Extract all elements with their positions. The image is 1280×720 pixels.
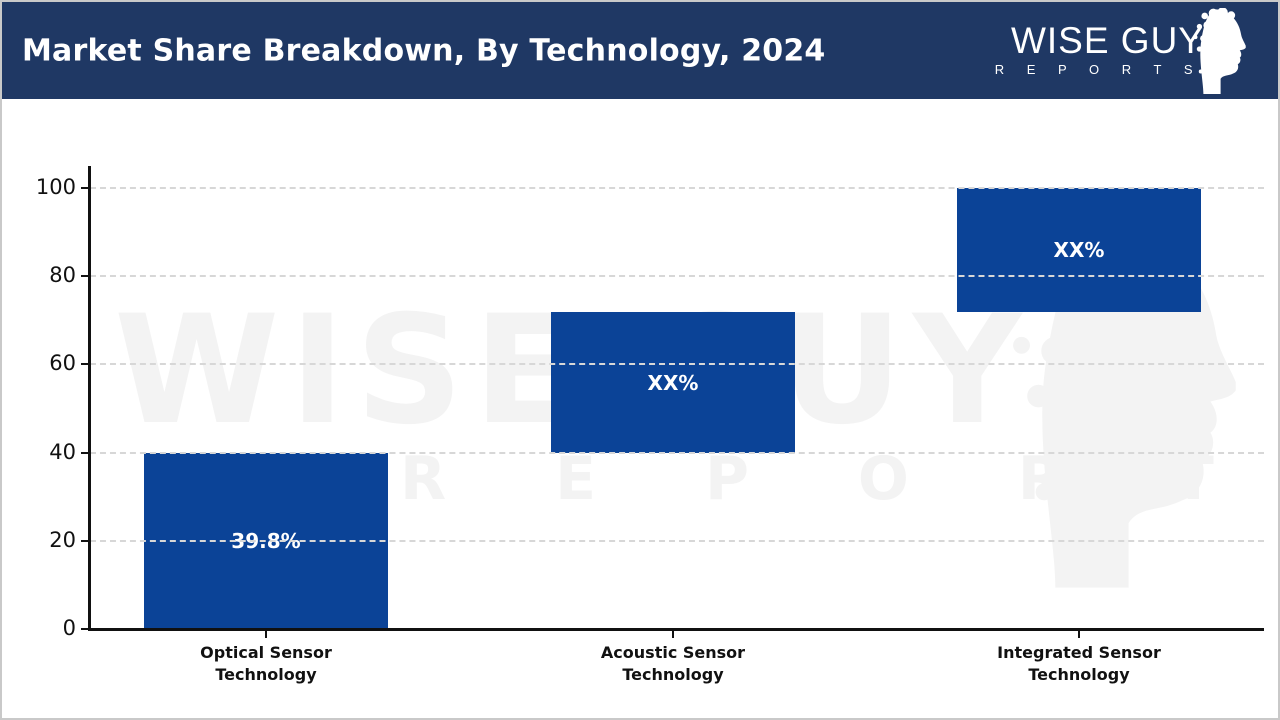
y-tickmark-20 [81, 539, 89, 542]
bar-value-label: XX% [647, 370, 699, 395]
x-tickmark-1 [265, 630, 267, 638]
gridline-60 [90, 363, 1264, 366]
gridline-100 [90, 187, 1264, 189]
y-tick-label-0: 0 [62, 616, 76, 640]
gridline-80 [90, 275, 1264, 278]
x-tickmark-3 [1078, 630, 1080, 638]
logo-subtitle: R E P O R T S [994, 62, 1202, 77]
x-category-label-3: Integrated Sensor Technology [997, 643, 1161, 684]
y-tickmark-0 [81, 628, 89, 630]
x-axis-line [90, 628, 1264, 631]
y-axis-line [88, 166, 91, 631]
x-category-label-1: Optical Sensor Technology [200, 643, 332, 684]
logo-text: WISE GUY R E P O R T S [995, 22, 1204, 77]
y-tick-label-100: 100 [35, 175, 76, 199]
head-profile-dots-icon [1193, 8, 1246, 94]
y-tickmark-80 [81, 275, 89, 278]
y-tickmark-100 [81, 187, 89, 189]
y-tick-label-80: 80 [49, 263, 76, 288]
y-tick-label-20: 20 [49, 527, 76, 552]
x-tickmark-2 [672, 630, 674, 638]
y-tickmark-60 [81, 363, 89, 366]
gridline-40 [90, 451, 1264, 454]
y-tick-label-40: 40 [49, 439, 76, 464]
y-tickmark-40 [81, 451, 89, 454]
bar-value-label: XX% [1053, 238, 1105, 263]
header-band: Market Share Breakdown, By Technology, 2… [2, 2, 1278, 99]
bar-2: XX% [551, 312, 795, 454]
page-title: Market Share Breakdown, By Technology, 2… [22, 33, 826, 68]
y-tick-label-60: 60 [49, 351, 76, 376]
gridline-20 [90, 539, 1264, 542]
x-category-label-2: Acoustic Sensor Technology [600, 643, 746, 684]
bar-3: XX% [957, 188, 1201, 313]
logo-wordmark: WISE GUY [1010, 20, 1204, 61]
wise-guy-reports-logo: WISE GUY R E P O R T S [995, 6, 1268, 96]
